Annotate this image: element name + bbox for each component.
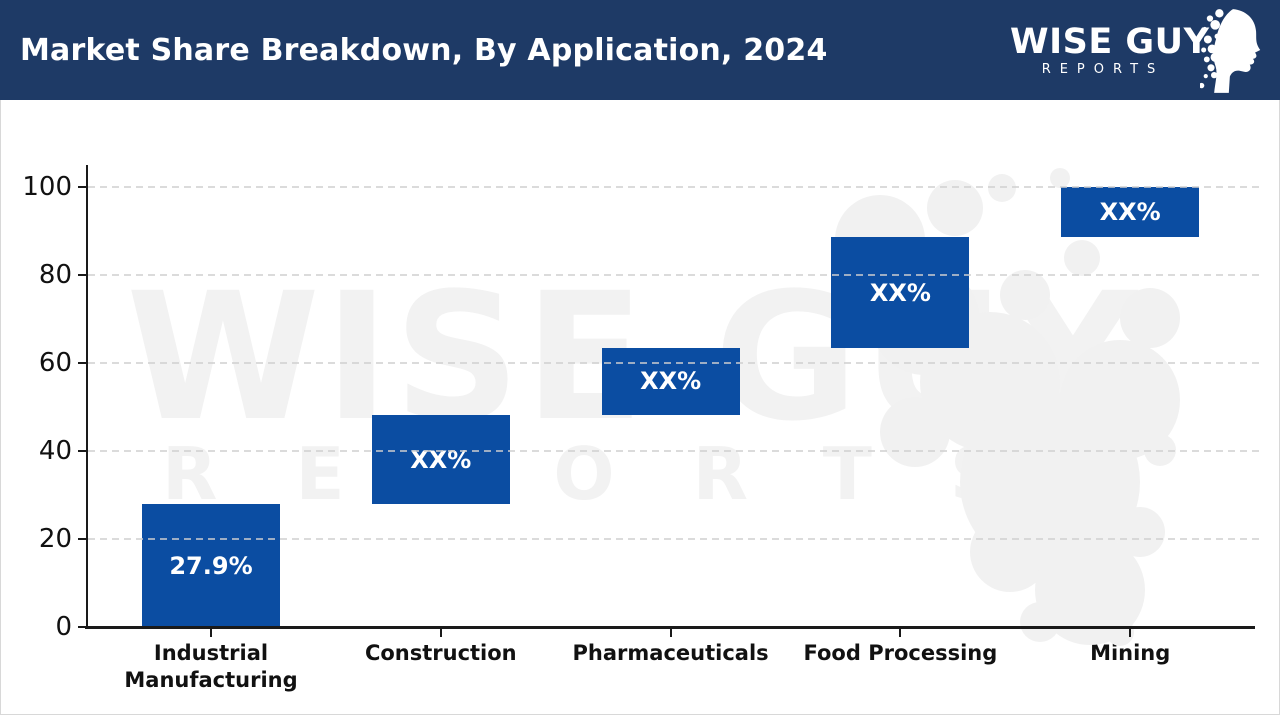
bar-value-label: XX% — [1099, 198, 1161, 227]
logo-subname: REPORTS — [1041, 62, 1165, 77]
watermark-reports: REPORTS — [162, 432, 1080, 516]
y-tick-label-20: 20 — [38, 524, 72, 554]
x-tick-mark-2 — [669, 629, 672, 637]
y-tick-mark-40 — [78, 450, 86, 452]
y-tick-label-100: 100 — [22, 172, 72, 202]
bar-value-label: XX% — [869, 278, 931, 307]
x-tick-mark-0 — [210, 629, 212, 637]
x-axis-line — [85, 626, 1255, 629]
gridline-80 — [88, 274, 1260, 276]
bar-segment-mining: XX% — [1061, 187, 1200, 238]
gridline-40 — [88, 450, 1260, 452]
y-tick-label-0: 0 — [55, 612, 72, 642]
x-tick-mark-4 — [1129, 629, 1132, 637]
chart-title: Market Share Breakdown, By Application, … — [20, 32, 828, 68]
x-category-label: Industrial Manufacturing — [124, 641, 298, 692]
y-tick-mark-80 — [78, 274, 86, 276]
y-tick-label-80: 80 — [38, 260, 72, 290]
wise-guy-logo: WISE GUY REPORTS — [1010, 0, 1268, 100]
x-tick-mark-1 — [439, 629, 442, 637]
gridline-20 — [88, 538, 1260, 540]
bar-segment-pharmaceuticals: XX% — [601, 348, 740, 415]
y-tick-label-40: 40 — [38, 436, 72, 466]
x-category-label: Construction — [364, 641, 517, 665]
x-category-label: Food Processing — [803, 641, 998, 665]
bar-segment-construction: XX% — [371, 414, 510, 505]
y-tick-label-60: 60 — [38, 348, 72, 378]
logo-name: WISE GUY — [1010, 22, 1210, 62]
y-tick-mark-100 — [78, 186, 86, 188]
x-category-label: Mining — [1090, 641, 1171, 665]
header-bar: Market Share Breakdown, By Application, … — [0, 0, 1280, 100]
y-tick-mark-0 — [78, 626, 86, 628]
y-tick-mark-60 — [78, 362, 86, 364]
bar-value-label: XX% — [640, 367, 702, 396]
logo-text: WISE GUY REPORTS — [1010, 22, 1210, 78]
face-profile-icon — [1200, 9, 1261, 93]
bar-value-label: 27.9% — [169, 551, 253, 580]
gridline-100 — [88, 186, 1260, 188]
bar-segment-industrial-manufacturing: 27.9% — [142, 504, 280, 627]
y-tick-mark-20 — [78, 538, 86, 540]
y-axis-line — [86, 165, 88, 629]
bar-segment-food-processing: XX% — [831, 237, 970, 349]
gridline-60 — [88, 362, 1260, 364]
x-tick-mark-3 — [899, 629, 902, 637]
x-category-label: Pharmaceuticals — [572, 641, 769, 665]
